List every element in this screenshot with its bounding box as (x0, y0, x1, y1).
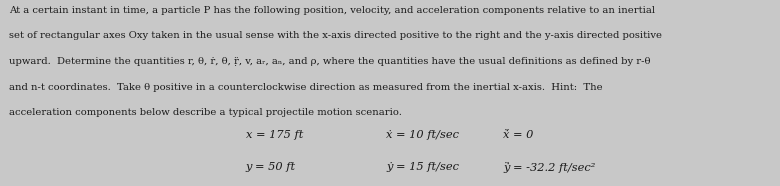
Text: set of rectangular axes Oxy taken in the usual sense with the x-axis directed po: set of rectangular axes Oxy taken in the… (9, 31, 662, 40)
Text: ẋ = 10 ft/sec: ẋ = 10 ft/sec (386, 130, 459, 140)
Text: and n-t coordinates.  Take θ positive in a counterclockwise direction as measure: and n-t coordinates. Take θ positive in … (9, 83, 603, 92)
Text: ẋ̈ = 0: ẋ̈ = 0 (503, 130, 534, 140)
Text: ẏ̈ = -32.2 ft/sec²: ẏ̈ = -32.2 ft/sec² (503, 162, 595, 173)
Text: upward.  Determine the quantities r, θ, ṙ, θ̇, ṛ̈, v, aᵣ, aₙ, and ρ, where the q: upward. Determine the quantities r, θ, ṙ… (9, 57, 651, 66)
Text: acceleration components below describe a typical projectile motion scenario.: acceleration components below describe a… (9, 108, 402, 117)
Text: x = 175 ft: x = 175 ft (246, 130, 303, 140)
Text: At a certain instant in time, a particle P has the following position, velocity,: At a certain instant in time, a particle… (9, 6, 655, 15)
Text: ẏ = 15 ft/sec: ẏ = 15 ft/sec (386, 162, 459, 172)
Text: y = 50 ft: y = 50 ft (246, 162, 296, 172)
